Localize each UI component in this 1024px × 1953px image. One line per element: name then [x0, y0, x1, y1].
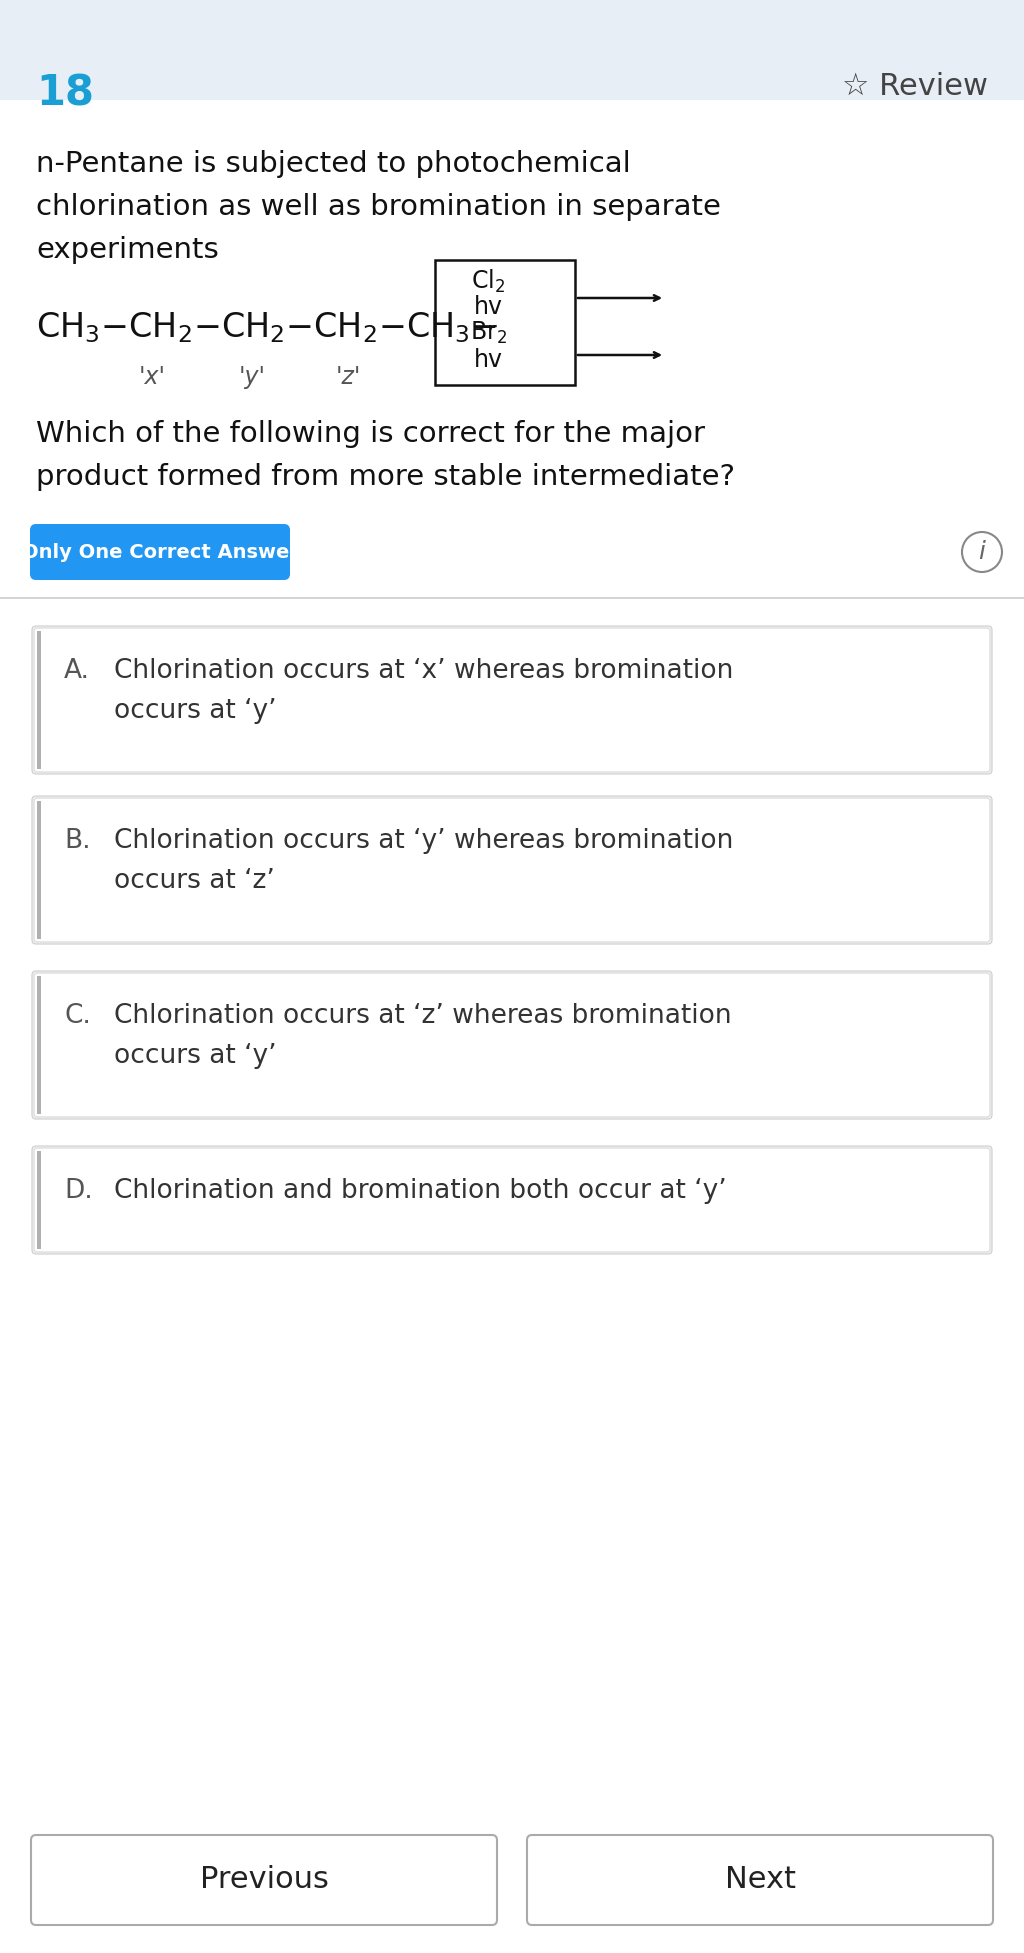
Text: occurs at ‘y’: occurs at ‘y’	[114, 1043, 276, 1068]
FancyBboxPatch shape	[37, 976, 41, 1113]
Text: A.: A.	[63, 658, 90, 684]
FancyBboxPatch shape	[37, 1150, 41, 1250]
Text: 18: 18	[36, 72, 94, 113]
Text: Chlorination occurs at ‘x’ whereas bromination: Chlorination occurs at ‘x’ whereas bromi…	[114, 658, 733, 684]
Text: n-Pentane is subjected to photochemical: n-Pentane is subjected to photochemical	[36, 150, 631, 178]
Circle shape	[962, 531, 1002, 572]
Text: experiments: experiments	[36, 236, 219, 264]
Text: $\mathsf{Br_2}$: $\mathsf{Br_2}$	[470, 320, 507, 346]
Text: 'z': 'z'	[335, 365, 360, 389]
FancyBboxPatch shape	[435, 260, 575, 385]
Text: B.: B.	[63, 828, 91, 853]
Text: Chlorination occurs at ‘z’ whereas bromination: Chlorination occurs at ‘z’ whereas bromi…	[114, 1004, 731, 1029]
Text: Chlorination occurs at ‘y’ whereas bromination: Chlorination occurs at ‘y’ whereas bromi…	[114, 828, 733, 853]
Text: $\mathsf{CH_3{-}CH_2{-}CH_2{-}CH_2{-}CH_3{-}}$: $\mathsf{CH_3{-}CH_2{-}CH_2{-}CH_2{-}CH_…	[36, 311, 497, 344]
Text: $\mathsf{Cl_2}$: $\mathsf{Cl_2}$	[471, 268, 505, 295]
FancyBboxPatch shape	[32, 1146, 992, 1254]
Text: hv: hv	[474, 295, 503, 318]
Text: occurs at ‘z’: occurs at ‘z’	[114, 867, 274, 894]
Text: 'x': 'x'	[138, 365, 166, 389]
FancyBboxPatch shape	[32, 971, 992, 1119]
FancyBboxPatch shape	[32, 797, 992, 943]
Text: i: i	[979, 539, 985, 564]
Text: hv: hv	[474, 348, 503, 371]
FancyBboxPatch shape	[37, 631, 41, 769]
Text: C.: C.	[63, 1004, 91, 1029]
Text: Chlorination and bromination both occur at ‘y’: Chlorination and bromination both occur …	[114, 1178, 727, 1203]
Text: D.: D.	[63, 1178, 93, 1203]
FancyBboxPatch shape	[37, 801, 41, 939]
FancyBboxPatch shape	[31, 1836, 497, 1926]
Text: chlorination as well as bromination in separate: chlorination as well as bromination in s…	[36, 193, 721, 221]
FancyBboxPatch shape	[34, 629, 990, 771]
FancyBboxPatch shape	[0, 0, 1024, 100]
FancyBboxPatch shape	[32, 627, 992, 773]
FancyBboxPatch shape	[527, 1836, 993, 1926]
Text: occurs at ‘y’: occurs at ‘y’	[114, 697, 276, 725]
Text: Which of the following is correct for the major: Which of the following is correct for th…	[36, 420, 705, 447]
Text: Only One Correct Answer: Only One Correct Answer	[22, 543, 299, 562]
Text: 'y': 'y'	[239, 365, 265, 389]
Text: ☆ Review: ☆ Review	[842, 72, 988, 102]
FancyBboxPatch shape	[34, 1148, 990, 1252]
Text: Previous: Previous	[200, 1865, 329, 1894]
Text: Next: Next	[725, 1865, 796, 1894]
FancyBboxPatch shape	[34, 973, 990, 1117]
Text: product formed from more stable intermediate?: product formed from more stable intermed…	[36, 463, 735, 490]
FancyBboxPatch shape	[30, 523, 290, 580]
FancyBboxPatch shape	[34, 799, 990, 941]
